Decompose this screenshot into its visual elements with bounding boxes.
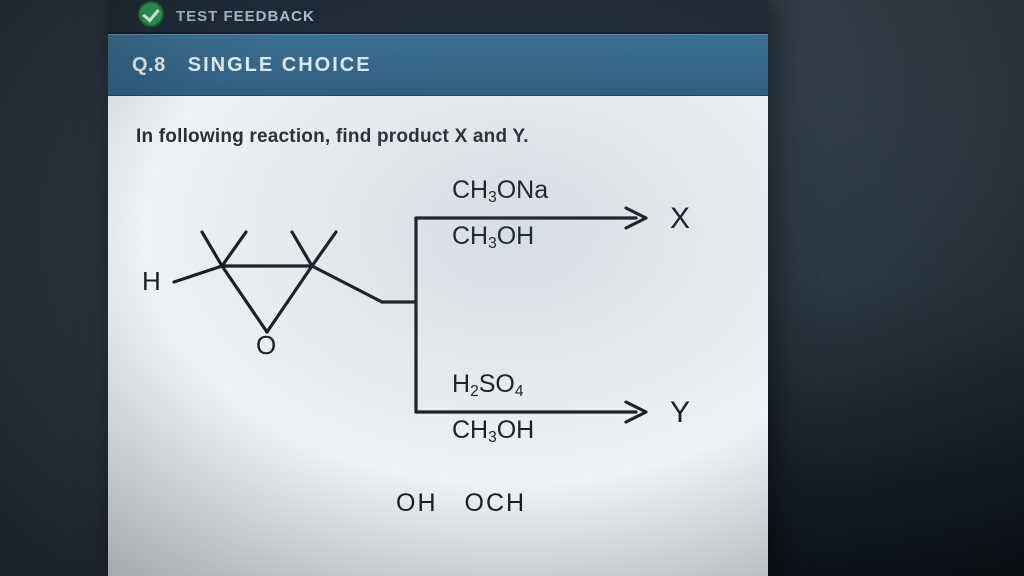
question-body: In following reaction, find product X an… bbox=[108, 96, 768, 576]
label-ring-O: O bbox=[256, 330, 276, 361]
label-H: H bbox=[142, 266, 161, 297]
question-number: Q.8 bbox=[132, 54, 166, 77]
question-stem: In following reaction, find product X an… bbox=[136, 126, 740, 148]
question-card: TEST FEEDBACK Q.8 SINGLE CHOICE In follo… bbox=[108, 0, 768, 576]
reagent-CH3OH-top: CH3OH bbox=[452, 222, 534, 253]
reagent-CH3ONa: CH3ONa bbox=[452, 176, 548, 207]
product-Y: Y bbox=[670, 396, 690, 430]
question-type: SINGLE CHOICE bbox=[188, 54, 372, 77]
question-header: Q.8 SINGLE CHOICE bbox=[108, 34, 768, 96]
reagent-H2SO4: H2SO4 bbox=[452, 370, 523, 401]
partial-answer: OH OCH bbox=[396, 489, 526, 518]
check-icon bbox=[138, 1, 164, 27]
reaction-diagram: H O CH3ONa CH3OH X H2SO4 CH3OH Y OH OCH bbox=[136, 174, 736, 484]
feedback-strip: TEST FEEDBACK bbox=[108, 0, 768, 34]
reagent-CH3OH-bot: CH3OH bbox=[452, 416, 534, 447]
feedback-label: TEST FEEDBACK bbox=[176, 8, 315, 25]
product-X: X bbox=[670, 202, 690, 236]
